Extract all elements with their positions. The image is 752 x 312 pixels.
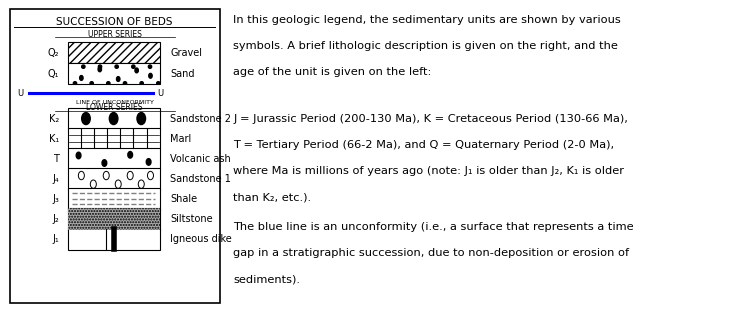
Bar <box>68 42 159 63</box>
Circle shape <box>102 160 107 166</box>
Text: J = Jurassic Period (200-130 Ma), K = Cretaceous Period (130-66 Ma),: J = Jurassic Period (200-130 Ma), K = Cr… <box>233 114 628 124</box>
Bar <box>68 168 159 190</box>
Bar <box>68 208 159 230</box>
Bar <box>68 63 159 85</box>
Text: where Ma is millions of years ago (note: J₁ is older than J₂, K₁ is older: where Ma is millions of years ago (note:… <box>233 166 624 176</box>
Text: Shale: Shale <box>171 194 198 204</box>
Circle shape <box>149 73 152 78</box>
Circle shape <box>109 113 118 124</box>
Text: LINE OF UNCONFORMITY: LINE OF UNCONFORMITY <box>76 100 153 105</box>
Text: T = Tertiary Period (66-2 Ma), and Q = Quaternary Period (2-0 Ma),: T = Tertiary Period (66-2 Ma), and Q = Q… <box>233 140 614 150</box>
Circle shape <box>76 152 81 159</box>
Text: Volcanic ash: Volcanic ash <box>171 154 231 164</box>
Circle shape <box>137 113 146 124</box>
Text: SUCCESSION OF BEDS: SUCCESSION OF BEDS <box>56 17 173 27</box>
Circle shape <box>135 68 138 73</box>
Circle shape <box>98 67 102 72</box>
Text: K₂: K₂ <box>49 114 59 124</box>
Text: than K₂, etc.).: than K₂, etc.). <box>233 192 311 202</box>
Bar <box>68 188 159 210</box>
Text: J₃: J₃ <box>52 194 59 204</box>
Text: Siltstone: Siltstone <box>171 214 213 224</box>
Bar <box>68 208 159 230</box>
Text: The blue line is an unconformity (i.e., a surface that represents a time: The blue line is an unconformity (i.e., … <box>233 222 634 232</box>
Circle shape <box>128 152 132 158</box>
Text: T: T <box>53 154 59 164</box>
Text: J₁: J₁ <box>52 234 59 244</box>
Circle shape <box>147 158 151 165</box>
Text: gap in a stratigraphic succession, due to non-deposition or erosion of: gap in a stratigraphic succession, due t… <box>233 248 629 258</box>
Text: J₂: J₂ <box>52 214 59 224</box>
Circle shape <box>117 77 120 81</box>
Text: Gravel: Gravel <box>171 48 202 58</box>
Text: In this geologic legend, the sedimentary units are shown by various: In this geologic legend, the sedimentary… <box>233 15 621 25</box>
Text: Sand: Sand <box>171 69 195 79</box>
Bar <box>68 148 159 169</box>
Text: U: U <box>157 89 164 98</box>
Text: K₁: K₁ <box>49 134 59 144</box>
Text: Q₂: Q₂ <box>47 48 59 58</box>
Text: UPPER SERIES: UPPER SERIES <box>88 30 141 39</box>
Text: Q₁: Q₁ <box>47 69 59 79</box>
Text: U: U <box>17 89 23 98</box>
Circle shape <box>82 113 90 124</box>
Bar <box>68 108 159 129</box>
Bar <box>68 63 159 85</box>
Bar <box>68 42 159 63</box>
Text: Igneous dike: Igneous dike <box>171 234 232 244</box>
Text: age of the unit is given on the left:: age of the unit is given on the left: <box>233 67 432 77</box>
Bar <box>68 128 159 149</box>
Text: Sandstone 1: Sandstone 1 <box>171 174 232 184</box>
Text: Marl: Marl <box>171 134 192 144</box>
Bar <box>68 228 159 250</box>
Text: symbols. A brief lithologic description is given on the right, and the: symbols. A brief lithologic description … <box>233 41 618 51</box>
Text: J₄: J₄ <box>52 174 59 184</box>
Bar <box>68 208 159 230</box>
Circle shape <box>80 76 83 80</box>
Text: LOWER SERIES: LOWER SERIES <box>86 103 143 112</box>
Text: sediments).: sediments). <box>233 274 300 284</box>
Text: Sandstone 2: Sandstone 2 <box>171 114 232 124</box>
